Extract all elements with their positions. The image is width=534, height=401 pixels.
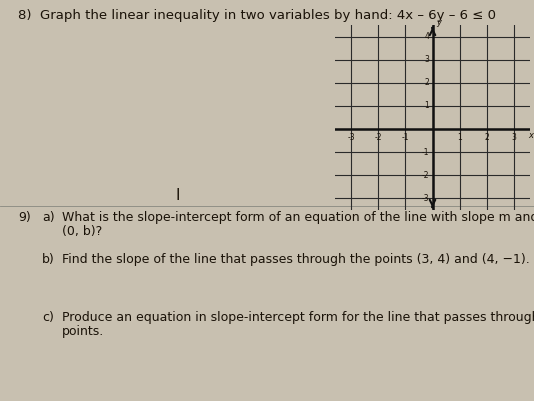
Text: What is the slope-intercept form of an equation of the line with slope m and y-i: What is the slope-intercept form of an e… <box>62 211 534 224</box>
Text: 2: 2 <box>484 133 489 142</box>
Text: points.: points. <box>62 325 104 338</box>
Text: y: y <box>436 18 441 27</box>
Text: 2: 2 <box>425 78 429 87</box>
Text: b): b) <box>42 253 55 266</box>
Text: 9): 9) <box>18 211 31 224</box>
Text: Produce an equation in slope-intercept form for the line that passes through the: Produce an equation in slope-intercept f… <box>62 311 534 324</box>
Text: 3: 3 <box>512 133 516 142</box>
Text: 3: 3 <box>425 55 429 64</box>
Text: 1: 1 <box>457 133 462 142</box>
Text: I: I <box>176 188 180 203</box>
Text: -3: -3 <box>422 194 429 203</box>
Text: c): c) <box>42 311 54 324</box>
Text: -1: -1 <box>422 148 429 157</box>
Text: a): a) <box>42 211 54 224</box>
Text: x: x <box>529 132 533 140</box>
Text: 8)  Graph the linear inequality in two variables by hand: 4x – 6y – 6 ≤ 0: 8) Graph the linear inequality in two va… <box>18 9 496 22</box>
Text: 4: 4 <box>425 32 429 41</box>
Text: 1: 1 <box>425 101 429 110</box>
Text: -2: -2 <box>374 133 382 142</box>
Text: -2: -2 <box>422 171 429 180</box>
Text: -3: -3 <box>348 133 355 142</box>
Text: (0, b)?: (0, b)? <box>62 225 102 238</box>
Text: Find the slope of the line that passes through the points (3, 4) and (4, −1).: Find the slope of the line that passes t… <box>62 253 530 266</box>
Text: -1: -1 <box>402 133 409 142</box>
